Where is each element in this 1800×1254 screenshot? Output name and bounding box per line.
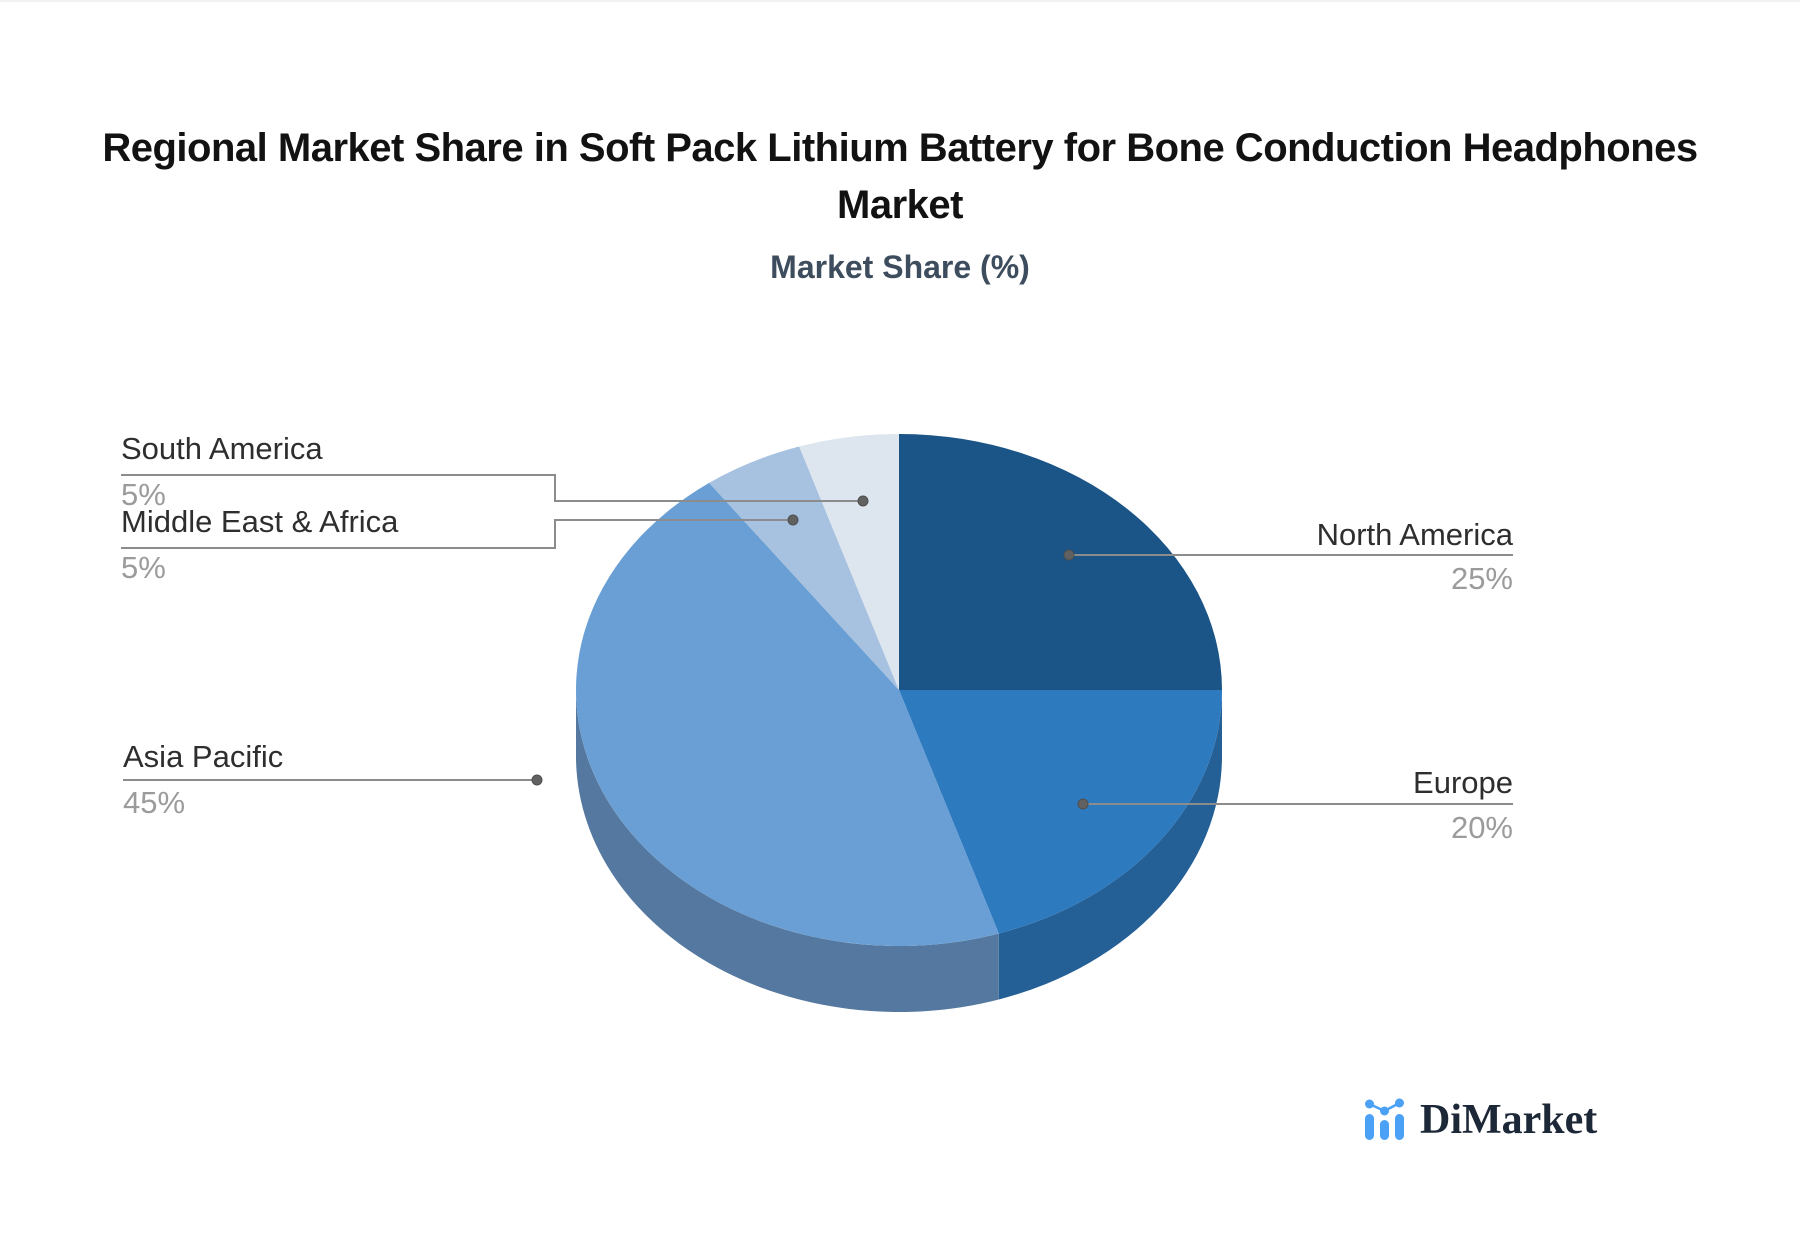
dimarket-logo-text: DiMarket	[1420, 1097, 1598, 1143]
label-north-america: North America	[1316, 517, 1513, 552]
pie-slice-side-europe	[998, 690, 1222, 1000]
connector-line-middle-east-africa	[121, 519, 793, 549]
chart-subtitle: Market Share (%)	[770, 249, 1030, 285]
pie-slice-north-america[interactable]	[899, 434, 1222, 690]
label-asia-pacific: Asia Pacific	[123, 739, 284, 774]
chart-title-line2: Market	[837, 183, 963, 227]
pie-slice-asia-pacific[interactable]	[576, 482, 999, 946]
label-middle-east-africa: Middle East & Africa	[121, 504, 399, 539]
callout-europe: Europe 20%	[1413, 764, 1513, 847]
callout-north-america: North America 25%	[1317, 516, 1513, 598]
pie-slice-middle-east-africa[interactable]	[709, 446, 899, 690]
label-europe: Europe	[1413, 765, 1513, 800]
value-europe: 20%	[1450, 810, 1513, 845]
callout-asia-pacific: Asia Pacific 45%	[123, 738, 283, 822]
callout-middle-east-africa: Middle East & Africa 5%	[121, 503, 398, 587]
connector-line-south-america	[121, 474, 863, 502]
bar-line-chart-icon	[1365, 1098, 1404, 1140]
connector-dot-north-america	[1063, 549, 1075, 561]
callout-south-america: South America 5%	[121, 430, 323, 514]
dimarket-logo[interactable]: DiMarket	[1362, 1096, 1597, 1144]
value-asia-pacific: 45%	[123, 785, 186, 820]
chart-title-line1: Regional Market Share in Soft Pack Lithi…	[102, 126, 1698, 170]
chart-title: Regional Market Share in Soft Pack Lithi…	[0, 120, 1800, 234]
connector-dot-south-america	[857, 495, 869, 507]
pie-slice-side-asia-pacific	[576, 690, 999, 1012]
connector-dot-middle-east-africa	[787, 514, 799, 526]
pie-slice-south-america[interactable]	[799, 434, 899, 690]
value-middle-east-africa: 5%	[121, 550, 166, 585]
connector-dot-asia-pacific	[531, 774, 543, 786]
value-north-america: 25%	[1450, 561, 1513, 596]
pie-slice-europe[interactable]	[899, 690, 1222, 934]
value-south-america: 5%	[121, 477, 166, 512]
label-south-america: South America	[121, 431, 323, 466]
connector-dot-europe	[1077, 798, 1089, 810]
